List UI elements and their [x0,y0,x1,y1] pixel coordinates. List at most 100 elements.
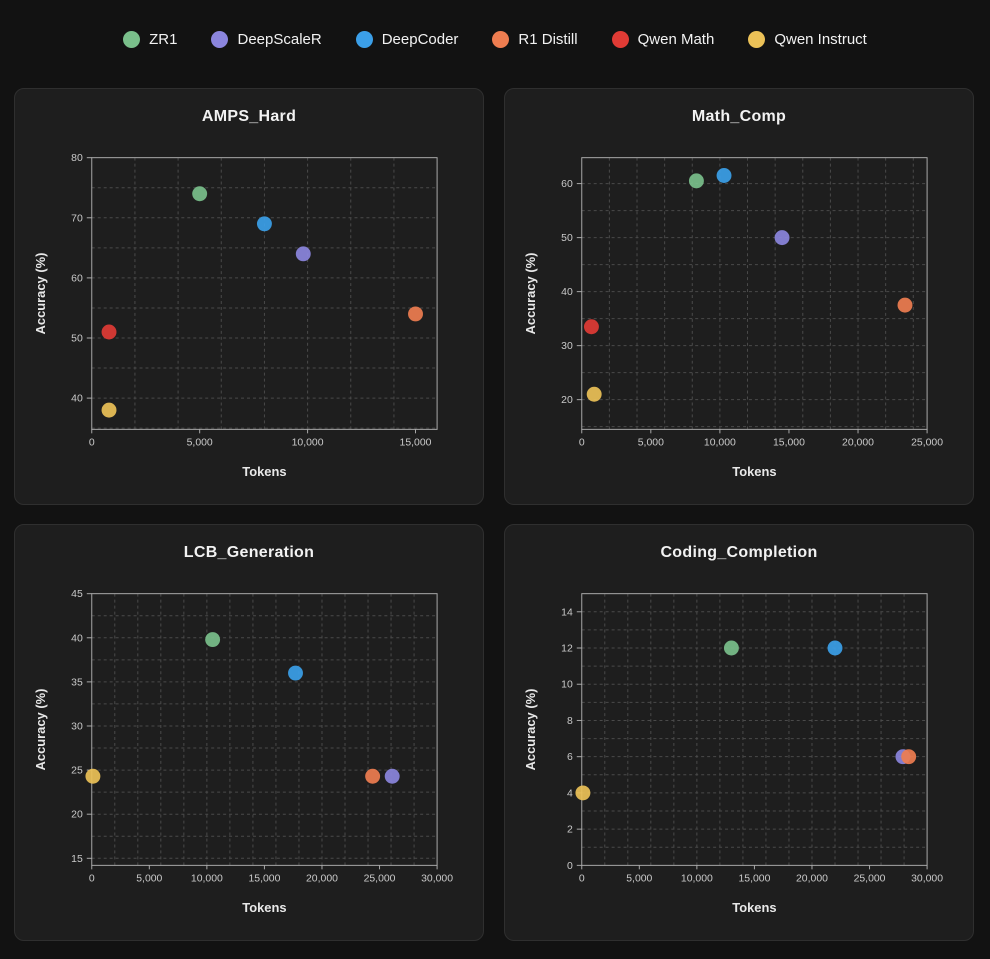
chart-card-coding-completion: 0 5,000 10,000 15,000 20,000 25,000 30,000 0 2 4 6… [504,524,974,941]
svg-text:10: 10 [561,680,573,691]
plot-frame [581,593,928,866]
y-axis-label: Accuracy (%) [33,689,48,771]
plot-frame [581,157,928,430]
svg-text:25: 25 [71,766,83,777]
svg-text:15,000: 15,000 [773,437,805,448]
svg-text:10,000: 10,000 [292,437,324,448]
svg-text:20,000: 20,000 [306,873,338,884]
point-qwen-math [101,324,117,340]
point-deepscaler [384,768,400,784]
tick-labels: 0 5,000 10,000 15,000 20,000 25,000 30,000 0 2 4 6… [561,607,943,884]
point-zr1 [688,173,704,189]
tick-marks [576,183,928,434]
point-r1-distill [408,306,423,322]
point-qwen-instruct [101,402,117,418]
svg-text:0: 0 [579,873,585,884]
point-r1-distill [901,749,917,765]
svg-text:25,000: 25,000 [364,873,396,884]
legend-label-deepscaler: DeepScaleR [237,30,322,48]
legend-item-r1-distill[interactable]: R1 Distill [492,30,578,48]
gridlines [581,593,928,866]
svg-text:30: 30 [561,341,573,352]
svg-text:10,000: 10,000 [704,437,736,448]
svg-text:2: 2 [567,825,573,836]
svg-text:70: 70 [71,213,83,224]
y-axis-label: Accuracy (%) [523,689,538,771]
legend-item-deepscaler[interactable]: DeepScaleR [211,30,322,48]
svg-text:12: 12 [561,643,573,654]
tick-labels: 0 5,000 10,000 15,000 40 50 60 70 80 [71,153,431,448]
tick-marks [576,611,928,870]
svg-text:60: 60 [561,179,573,190]
amps-hard-scatter-plot: 0 5,000 10,000 15,000 40 50 60 70 80 Tokens Accura… [33,153,438,479]
legend-item-deepcoder[interactable]: DeepCoder [355,30,458,48]
point-deepcoder [827,640,843,656]
r1-distill-swatch-icon [492,30,510,48]
svg-text:20: 20 [71,810,83,821]
tick-marks [86,157,417,434]
svg-text:10,000: 10,000 [681,873,713,884]
svg-text:60: 60 [71,273,83,284]
svg-text:40: 40 [71,394,83,405]
qwen-instruct-swatch-icon [748,30,766,48]
chart-card-math-comp: 0 5,000 10,000 15,000 20,000 25,000 20 30 40 50 60… [504,88,974,505]
coding-completion-scatter-plot: 0 5,000 10,000 15,000 20,000 25,000 30,000 0 2 4 6… [523,593,943,915]
svg-text:0: 0 [89,437,95,448]
legend-item-qwen-instruct[interactable]: Qwen Instruct [748,30,867,48]
tick-marks [86,593,438,870]
svg-text:15,000: 15,000 [248,873,280,884]
x-axis-label: Tokens [242,464,286,479]
lcb-generation-scatter-plot: 0 5,000 10,000 15,000 20,000 25,000 30,000 15 20… [33,589,453,915]
svg-text:15,000: 15,000 [738,873,770,884]
x-axis-label: Tokens [242,900,286,915]
x-axis-label: Tokens [732,900,776,915]
point-deepscaler [774,230,790,246]
legend-item-qwen-math[interactable]: Qwen Math [611,30,715,48]
deepcoder-swatch-icon [355,30,373,48]
svg-text:20,000: 20,000 [842,437,874,448]
svg-text:30,000: 30,000 [911,873,943,884]
legend-label-r1-distill: R1 Distill [518,30,578,48]
point-deepcoder [288,665,303,681]
point-zr1 [723,640,739,656]
svg-text:15: 15 [71,854,83,865]
chart-card-amps-hard: 0 5,000 10,000 15,000 40 50 60 70 80 Tokens Accura… [14,88,484,505]
point-r1-distill [365,768,381,784]
svg-text:80: 80 [71,153,83,164]
svg-text:35: 35 [71,677,83,688]
gridlines [91,157,438,430]
point-qwen-instruct [85,768,101,784]
svg-text:5,000: 5,000 [626,873,652,884]
point-deepcoder [256,216,272,232]
x-axis-label: Tokens [732,464,776,479]
tick-labels: 0 5,000 10,000 15,000 20,000 25,000 30,000 15 20… [71,589,453,884]
svg-text:45: 45 [71,589,83,600]
zr1-swatch-icon [123,30,141,48]
svg-text:50: 50 [71,333,83,344]
point-qwen-math [583,319,599,335]
deepscaler-swatch-icon [211,30,229,48]
svg-text:6: 6 [567,752,573,763]
svg-text:0: 0 [89,873,95,884]
svg-text:20: 20 [561,395,573,406]
svg-text:25,000: 25,000 [911,437,943,448]
legend-label-zr1: ZR1 [149,30,178,48]
svg-text:30,000: 30,000 [421,873,453,884]
legend-label-qwen-math: Qwen Math [637,30,715,48]
point-r1-distill [897,297,913,313]
svg-text:5,000: 5,000 [638,437,664,448]
svg-text:15,000: 15,000 [400,437,432,448]
chart-grid: 0 5,000 10,000 15,000 40 50 60 70 80 Tokens Accura… [14,88,976,941]
svg-text:25,000: 25,000 [854,873,886,884]
point-qwen-instruct [586,386,602,402]
point-zr1 [192,186,208,202]
svg-text:20,000: 20,000 [796,873,828,884]
svg-text:40: 40 [71,633,83,644]
plot-frame [91,157,438,430]
legend-item-zr1[interactable]: ZR1 [123,30,178,48]
svg-text:50: 50 [561,233,573,244]
svg-text:0: 0 [579,437,585,448]
svg-text:5,000: 5,000 [187,437,213,448]
tick-labels: 0 5,000 10,000 15,000 20,000 25,000 20 30 40 50 60 [561,179,943,448]
